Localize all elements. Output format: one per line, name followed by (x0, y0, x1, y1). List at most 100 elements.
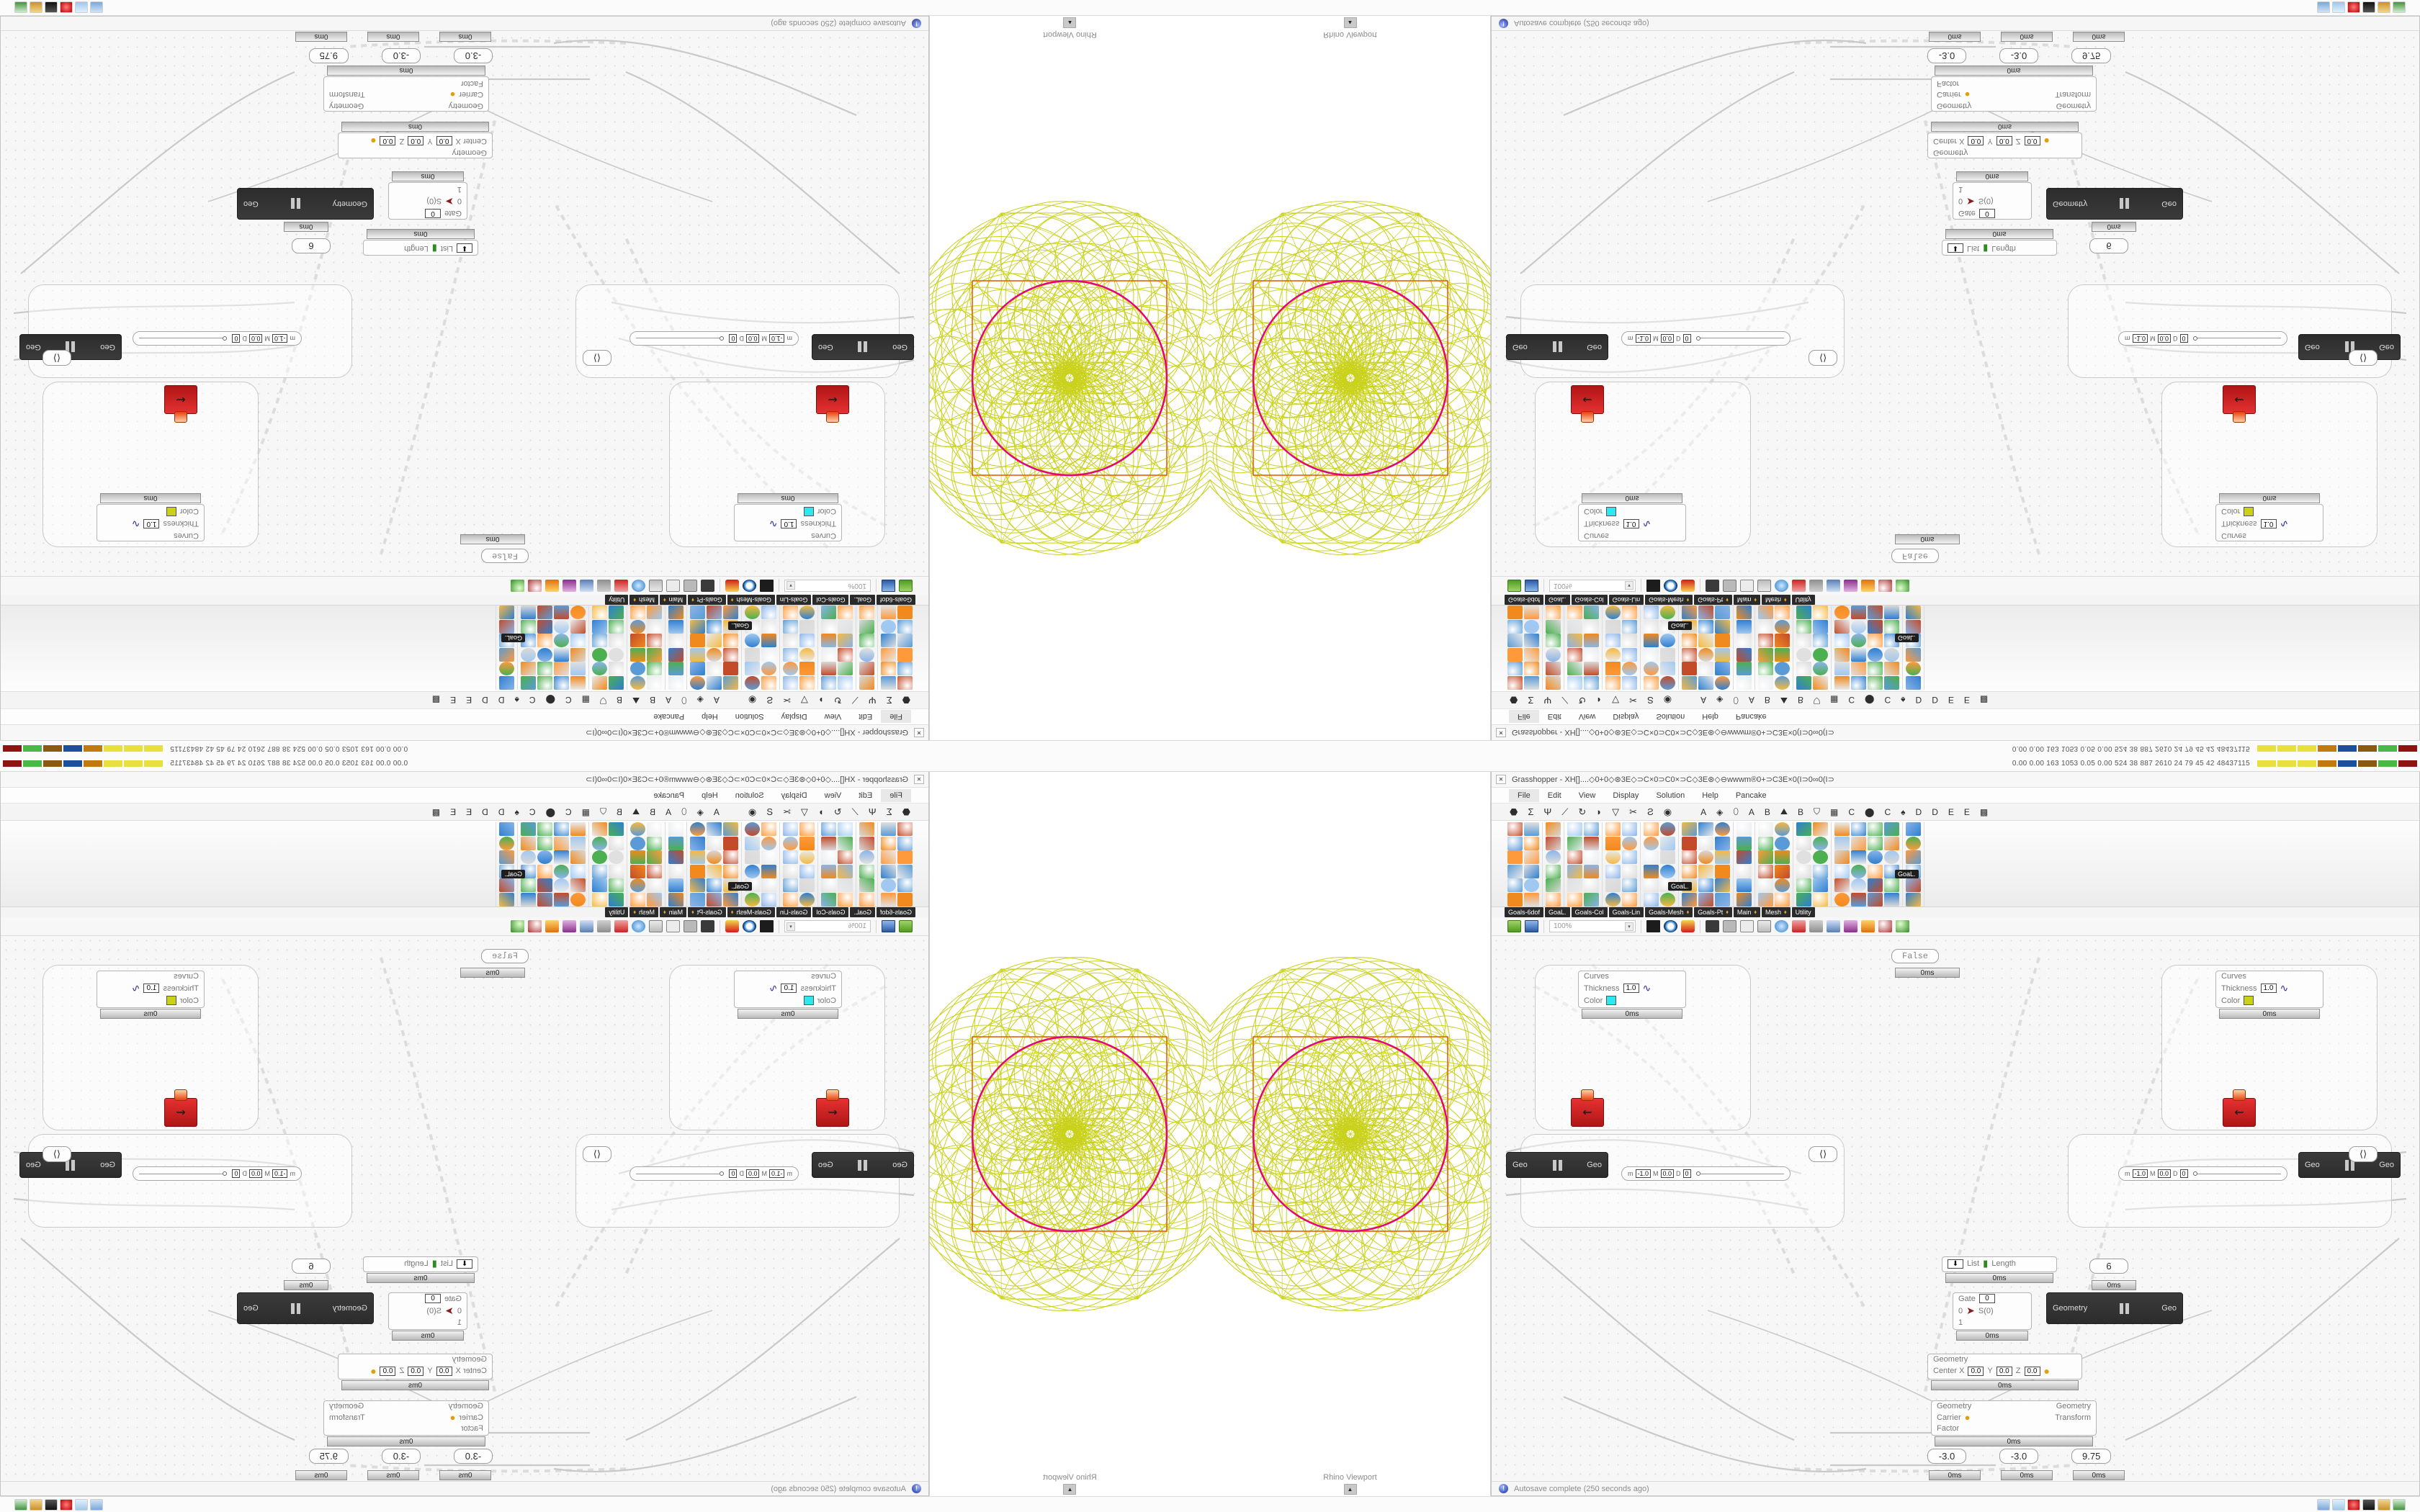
component-icon[interactable] (1605, 864, 1621, 878)
component-icon[interactable] (859, 634, 874, 648)
component-icon[interactable] (537, 647, 552, 662)
category-glyph-8[interactable]: Ƨ (1647, 806, 1654, 817)
input-curves[interactable]: Curves (1579, 971, 1685, 981)
component-icon[interactable] (1736, 892, 1752, 906)
component-icon[interactable] (1605, 634, 1621, 648)
center-row[interactable]: Center X 0.0 Y 0.0 Z 0.0 ● (1928, 135, 2081, 148)
component-icon[interactable] (1644, 619, 1659, 634)
palette-tab-7[interactable]: Mesh ⬧ (1761, 907, 1791, 917)
component-icon[interactable] (1567, 822, 1582, 837)
slider-min-value[interactable]: -1.0 (768, 1169, 785, 1178)
component-icon[interactable] (1507, 836, 1523, 850)
component-icon[interactable] (1660, 675, 1675, 690)
component-icon[interactable] (1736, 836, 1752, 850)
category-glyph-2[interactable]: Ψ (1543, 695, 1552, 706)
component-icon[interactable] (630, 662, 645, 676)
thickness-value[interactable]: 1.0 (143, 519, 160, 528)
floppy-save-icon[interactable] (1525, 920, 1538, 932)
folder-open-icon[interactable] (1507, 580, 1521, 592)
component-icon[interactable] (521, 822, 536, 837)
category-letter-0[interactable]: A (1700, 695, 1707, 706)
component-icon[interactable] (1758, 619, 1773, 634)
menu-item-pancake[interactable]: Pancake (1735, 791, 1767, 800)
component-icon[interactable] (783, 647, 798, 662)
screenshot-icon[interactable] (1757, 580, 1771, 592)
number-slider-value[interactable]: -3.0 (1999, 1449, 2038, 1464)
input-curves[interactable]: Curves (2216, 971, 2323, 981)
component-icon[interactable] (859, 836, 874, 850)
component-icon[interactable] (723, 675, 738, 690)
slider-decimals[interactable]: 0 (1682, 1169, 1691, 1178)
palette-tab-2[interactable]: Goals-Col (812, 595, 849, 605)
component-icon[interactable] (1834, 606, 1850, 620)
component-icon[interactable] (1851, 634, 1866, 648)
number-slider[interactable]: m -1.0 M 0.0 D 0 (2118, 1166, 2287, 1181)
number-slider-value[interactable]: -3.0 (382, 1449, 421, 1464)
component-icon[interactable] (897, 892, 913, 906)
component-icon[interactable] (761, 675, 776, 690)
component-icon[interactable] (1660, 892, 1675, 906)
component-icon[interactable] (647, 892, 662, 906)
component-icon[interactable] (838, 634, 853, 648)
component-icon[interactable] (897, 619, 913, 634)
component-icon[interactable] (1906, 878, 1921, 893)
component-icon[interactable] (821, 878, 836, 893)
component-icon[interactable] (1851, 878, 1866, 893)
close-icon[interactable]: ✕ (1496, 728, 1506, 737)
category-letter-8[interactable]: ▦ (1830, 695, 1839, 706)
palette-tab-1[interactable]: GoaL. (850, 907, 875, 917)
component-icon[interactable] (1851, 836, 1866, 850)
category-letter-15[interactable]: E (466, 806, 472, 817)
component-icon[interactable] (723, 864, 738, 878)
component-icon[interactable] (799, 606, 815, 620)
component-icon[interactable] (1546, 634, 1561, 648)
length-result-param[interactable]: 6 (2089, 1259, 2128, 1274)
component-icon[interactable] (838, 822, 853, 837)
geometry-box-component[interactable]: Geometry Center X 0.0 Y 0.0 Z 0.0 ● 0ms (1927, 122, 2082, 158)
gate-row[interactable]: Gate 0 (389, 1293, 467, 1304)
menu-item-edit[interactable]: Edit (1547, 712, 1561, 721)
component-icon[interactable] (1775, 619, 1790, 634)
geometry-box-component[interactable]: Geometry Center X 0.0 Y 0.0 Z 0.0 ● 0ms (1927, 1354, 2082, 1390)
layers-icon[interactable] (2378, 1498, 2390, 1511)
color-icon[interactable] (545, 580, 559, 592)
component-icon[interactable] (570, 662, 586, 676)
component-icon[interactable] (1682, 647, 1697, 662)
component-icon[interactable] (1584, 864, 1599, 878)
snap-icon[interactable] (563, 580, 576, 592)
component-icon[interactable] (537, 634, 552, 648)
component-icon[interactable] (647, 878, 662, 893)
floating-param[interactable]: ⟨⟩ (42, 350, 71, 366)
floating-param[interactable]: ⟨⟩ (1809, 1146, 1838, 1162)
component-icon[interactable] (821, 675, 836, 690)
component-icon[interactable] (668, 878, 684, 893)
viewport-tab-toggle[interactable]: ▲ (1063, 1484, 1077, 1495)
sphere-icon[interactable] (1878, 920, 1892, 932)
component-icon[interactable] (1524, 822, 1539, 837)
component-icon[interactable] (1584, 619, 1599, 634)
input-color[interactable]: Color (735, 506, 841, 517)
slider-track[interactable] (636, 336, 725, 341)
component-icon[interactable] (799, 864, 815, 878)
component-icon[interactable] (1736, 675, 1752, 690)
category-letter-11[interactable]: C (1884, 806, 1891, 817)
category-glyph-6[interactable]: ▽ (1612, 695, 1620, 706)
folder-open-icon[interactable] (1507, 920, 1521, 932)
at-icon[interactable] (684, 580, 697, 592)
pause-icon[interactable] (858, 1159, 868, 1171)
category-letter-3[interactable]: A (666, 806, 672, 817)
component-icon[interactable] (821, 647, 836, 662)
menu-item-pancake[interactable]: Pancake (653, 791, 685, 800)
component-icon[interactable] (761, 647, 776, 662)
notes-icon[interactable] (2332, 1, 2345, 14)
input-color[interactable]: Color (1579, 995, 1685, 1006)
center-x-value[interactable]: 0.0 (436, 1366, 452, 1376)
component-icon[interactable] (1796, 675, 1811, 690)
component-icon[interactable] (1507, 892, 1523, 906)
component-icon[interactable] (1698, 619, 1713, 634)
component-icon[interactable] (554, 850, 569, 865)
input-thickness[interactable]: Thickness 1.0 ∿ (2216, 517, 2323, 531)
component-icon[interactable] (1758, 675, 1773, 690)
slider-decimals[interactable]: 0 (232, 334, 241, 343)
component-icon[interactable] (897, 634, 913, 648)
